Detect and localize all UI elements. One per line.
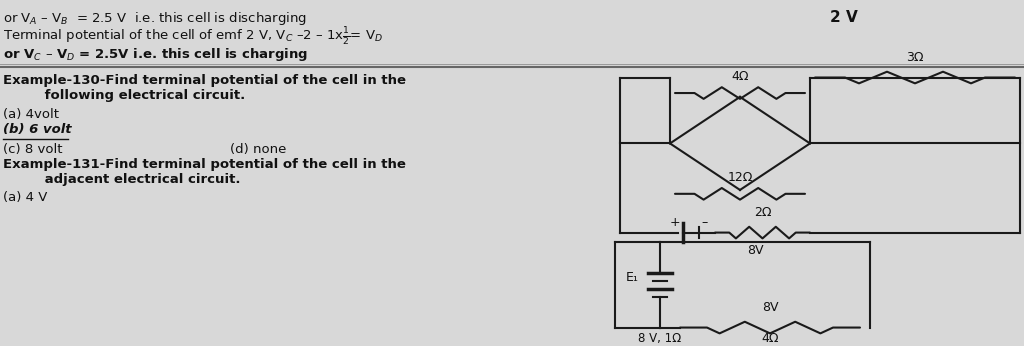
Text: 8V: 8V — [746, 244, 763, 257]
Text: following electrical circuit.: following electrical circuit. — [3, 89, 246, 102]
Text: 2 V: 2 V — [830, 10, 858, 25]
Text: (d) none: (d) none — [230, 144, 287, 156]
Text: 3Ω: 3Ω — [906, 51, 924, 64]
Text: +: + — [670, 216, 680, 229]
Text: Terminal potential of the cell of emf 2 V, V$_C$ –2 – 1x$\frac{1}{2}$= V$_D$: Terminal potential of the cell of emf 2 … — [3, 26, 383, 48]
Text: or V$_A$ – V$_B$  = 2.5 V  i.e. this cell is discharging: or V$_A$ – V$_B$ = 2.5 V i.e. this cell … — [3, 10, 307, 27]
Text: –: – — [701, 216, 709, 229]
Text: (b) 6 volt: (b) 6 volt — [3, 123, 72, 136]
Text: 4Ω: 4Ω — [731, 70, 749, 83]
Text: 12Ω: 12Ω — [727, 171, 753, 184]
Text: 8 V, 1Ω: 8 V, 1Ω — [638, 333, 682, 345]
Text: 4Ω: 4Ω — [761, 333, 778, 345]
Text: (c) 8 volt: (c) 8 volt — [3, 144, 62, 156]
Text: (a) 4volt: (a) 4volt — [3, 108, 59, 120]
Text: E₁: E₁ — [626, 271, 638, 284]
Text: (a) 4 V: (a) 4 V — [3, 191, 47, 204]
Text: 2Ω: 2Ω — [755, 206, 772, 219]
Text: Example-131-Find terminal potential of the cell in the: Example-131-Find terminal potential of t… — [3, 158, 406, 171]
Text: adjacent electrical circuit.: adjacent electrical circuit. — [3, 173, 241, 186]
Text: Example-130-Find terminal potential of the cell in the: Example-130-Find terminal potential of t… — [3, 74, 406, 86]
Text: or V$_C$ – V$_D$ = 2.5V i.e. this cell is charging: or V$_C$ – V$_D$ = 2.5V i.e. this cell i… — [3, 46, 308, 63]
Text: 8V: 8V — [762, 301, 778, 314]
